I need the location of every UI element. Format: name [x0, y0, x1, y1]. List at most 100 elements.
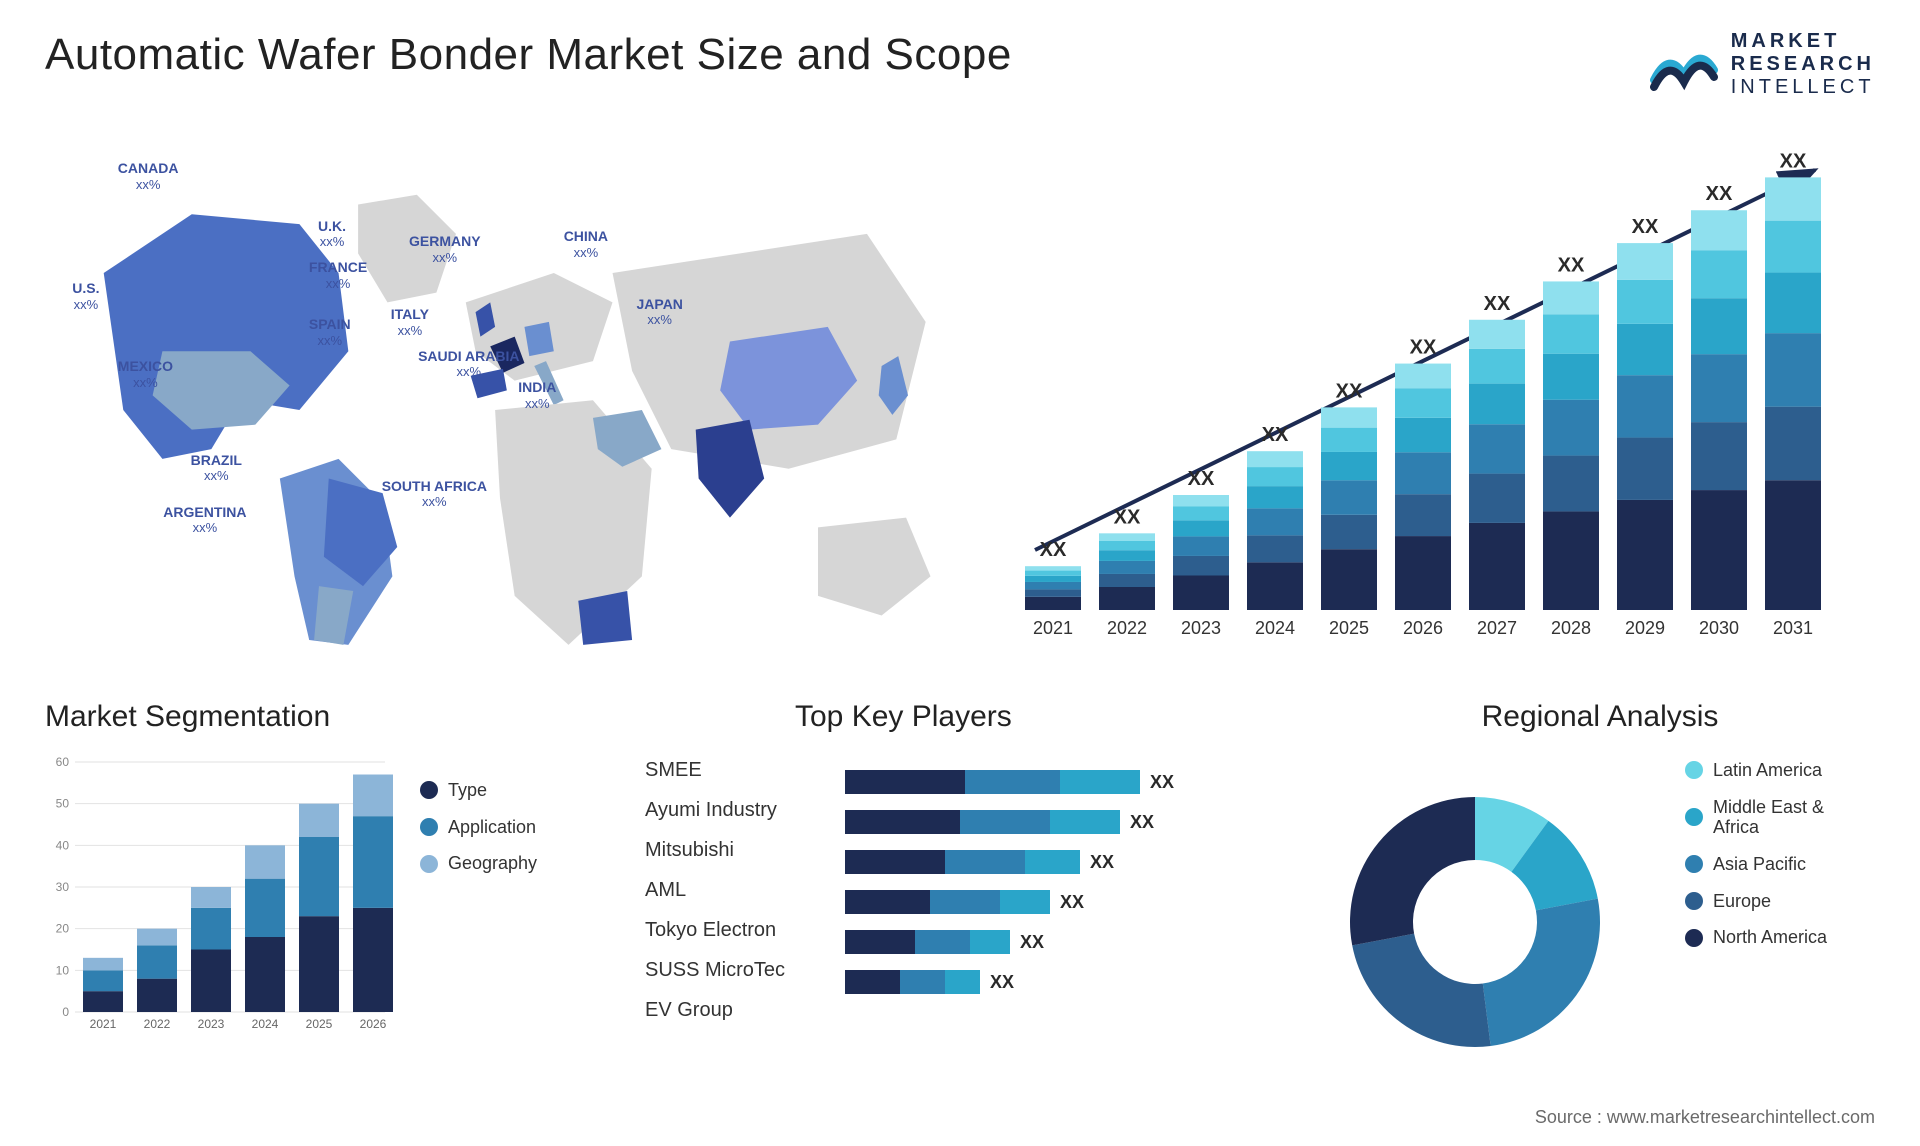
keyplayer-bar-seg [960, 810, 1050, 834]
forecast-bar-seg [1173, 520, 1229, 536]
seg-bar-seg [245, 845, 285, 878]
forecast-bar-seg [1099, 533, 1155, 541]
forecast-bar-label: XX [1262, 424, 1289, 446]
forecast-bar-label: XX [1336, 380, 1363, 402]
keyplayer-bar-seg [1060, 770, 1140, 794]
keyplayer-bar-seg [845, 970, 900, 994]
keyplayer-bar-row: XX [845, 802, 1265, 842]
keyplayer-name: Ayumi Industry [645, 790, 785, 830]
forecast-bar-label: XX [1040, 539, 1067, 561]
seg-bar-seg [137, 979, 177, 1012]
seg-bar-seg [191, 908, 231, 950]
forecast-bar-seg [1395, 494, 1451, 536]
page-title: Automatic Wafer Bonder Market Size and S… [45, 30, 1012, 80]
keyplayer-name: Tokyo Electron [645, 910, 785, 950]
seg-year-label: 2021 [90, 1017, 117, 1031]
region-legend-item: Asia Pacific [1685, 854, 1865, 875]
map-label-u-s-: U.S.xx% [72, 280, 99, 312]
forecast-bar-seg [1025, 582, 1081, 589]
forecast-year-label: 2025 [1329, 618, 1369, 638]
keyplayer-bar [845, 890, 1050, 914]
keyplayer-value: XX [1130, 812, 1154, 833]
keyplayer-bar-seg [915, 930, 970, 954]
forecast-bar-label: XX [1632, 216, 1659, 238]
forecast-year-label: 2022 [1107, 618, 1147, 638]
seg-bar-seg [137, 929, 177, 946]
seg-legend-item: Application [420, 817, 537, 838]
forecast-bar-seg [1617, 500, 1673, 610]
forecast-bar-seg [1617, 243, 1673, 280]
forecast-bar-seg [1543, 354, 1599, 400]
forecast-bar-seg [1691, 490, 1747, 610]
seg-bar-seg [299, 837, 339, 916]
forecast-bar-seg [1025, 589, 1081, 596]
keyplayer-bar [845, 850, 1080, 874]
map-label-mexico: MEXICOxx% [118, 358, 173, 390]
forecast-bar-seg [1543, 314, 1599, 353]
forecast-bar-seg [1765, 221, 1821, 273]
forecast-year-label: 2028 [1551, 618, 1591, 638]
forecast-bar-label: XX [1484, 293, 1511, 315]
logo-wave-icon [1649, 35, 1719, 95]
seg-bar-seg [353, 816, 393, 908]
forecast-bar-seg [1099, 561, 1155, 574]
forecast-bar-seg [1099, 587, 1155, 610]
map-region-germany [524, 322, 553, 356]
keyplayer-bar-seg [900, 970, 945, 994]
forecast-bar-seg [1395, 388, 1451, 418]
forecast-bar-seg [1765, 407, 1821, 481]
forecast-bar-seg [1099, 574, 1155, 587]
seg-ytick: 50 [56, 797, 70, 811]
forecast-year-label: 2021 [1033, 618, 1073, 638]
seg-bar-seg [83, 991, 123, 1012]
keyplayer-name: AML [645, 870, 785, 910]
forecast-bar-label: XX [1410, 337, 1437, 359]
keyplayer-bar-seg [1025, 850, 1080, 874]
keyplayer-bar-row: XX [845, 882, 1265, 922]
forecast-year-label: 2029 [1625, 618, 1665, 638]
keyplayers-panel: Top Key Players SMEEAyumi IndustryMitsub… [645, 700, 1285, 1080]
seg-legend-item: Geography [420, 853, 537, 874]
forecast-bar-seg [1395, 364, 1451, 389]
forecast-bar-seg [1469, 523, 1525, 610]
map-label-south-africa: SOUTH AFRICAxx% [382, 478, 487, 510]
segmentation-title: Market Segmentation [45, 700, 605, 734]
forecast-year-label: 2024 [1255, 618, 1295, 638]
forecast-bar-seg [1247, 562, 1303, 610]
forecast-year-label: 2031 [1773, 618, 1813, 638]
seg-ytick: 0 [62, 1005, 69, 1019]
map-label-saudi-arabia: SAUDI ARABIAxx% [418, 348, 519, 380]
keyplayer-bar-seg [845, 890, 930, 914]
seg-ytick: 20 [56, 922, 70, 936]
forecast-bar-label: XX [1558, 254, 1585, 276]
segmentation-panel: Market Segmentation 01020304050602021202… [45, 700, 605, 1080]
world-map [45, 150, 955, 670]
keyplayer-bar-seg [1050, 810, 1120, 834]
forecast-bar-label: XX [1780, 150, 1807, 172]
map-region-aus [818, 518, 931, 616]
forecast-bar-seg [1395, 536, 1451, 610]
map-label-canada: CANADAxx% [118, 160, 179, 192]
forecast-bar-seg [1691, 298, 1747, 354]
seg-bar-seg [137, 945, 177, 978]
forecast-bar-seg [1173, 576, 1229, 611]
keyplayer-bar-seg [1000, 890, 1050, 914]
forecast-bar-seg [1247, 467, 1303, 486]
segmentation-chart: 0102030405060202120222023202420252026 [45, 752, 405, 1072]
source-label: Source : www.marketresearchintellect.com [1535, 1107, 1875, 1128]
seg-year-label: 2023 [198, 1017, 225, 1031]
forecast-bar-seg [1469, 320, 1525, 349]
keyplayer-bar-row: XX [845, 962, 1265, 1002]
keyplayer-bar-seg [970, 930, 1010, 954]
forecast-year-label: 2027 [1477, 618, 1517, 638]
keyplayer-bar-row: XX [845, 842, 1265, 882]
keyplayer-bar [845, 930, 1010, 954]
map-label-argentina: ARGENTINAxx% [163, 504, 246, 536]
keyplayers-names: SMEEAyumi IndustryMitsubishiAMLTokyo Ele… [645, 750, 785, 1030]
forecast-bar-seg [1395, 452, 1451, 494]
keyplayer-value: XX [990, 972, 1014, 993]
region-legend-item: Latin America [1685, 760, 1865, 781]
forecast-bar-seg [1247, 508, 1303, 535]
keyplayer-bar-seg [845, 930, 915, 954]
seg-year-label: 2025 [306, 1017, 333, 1031]
